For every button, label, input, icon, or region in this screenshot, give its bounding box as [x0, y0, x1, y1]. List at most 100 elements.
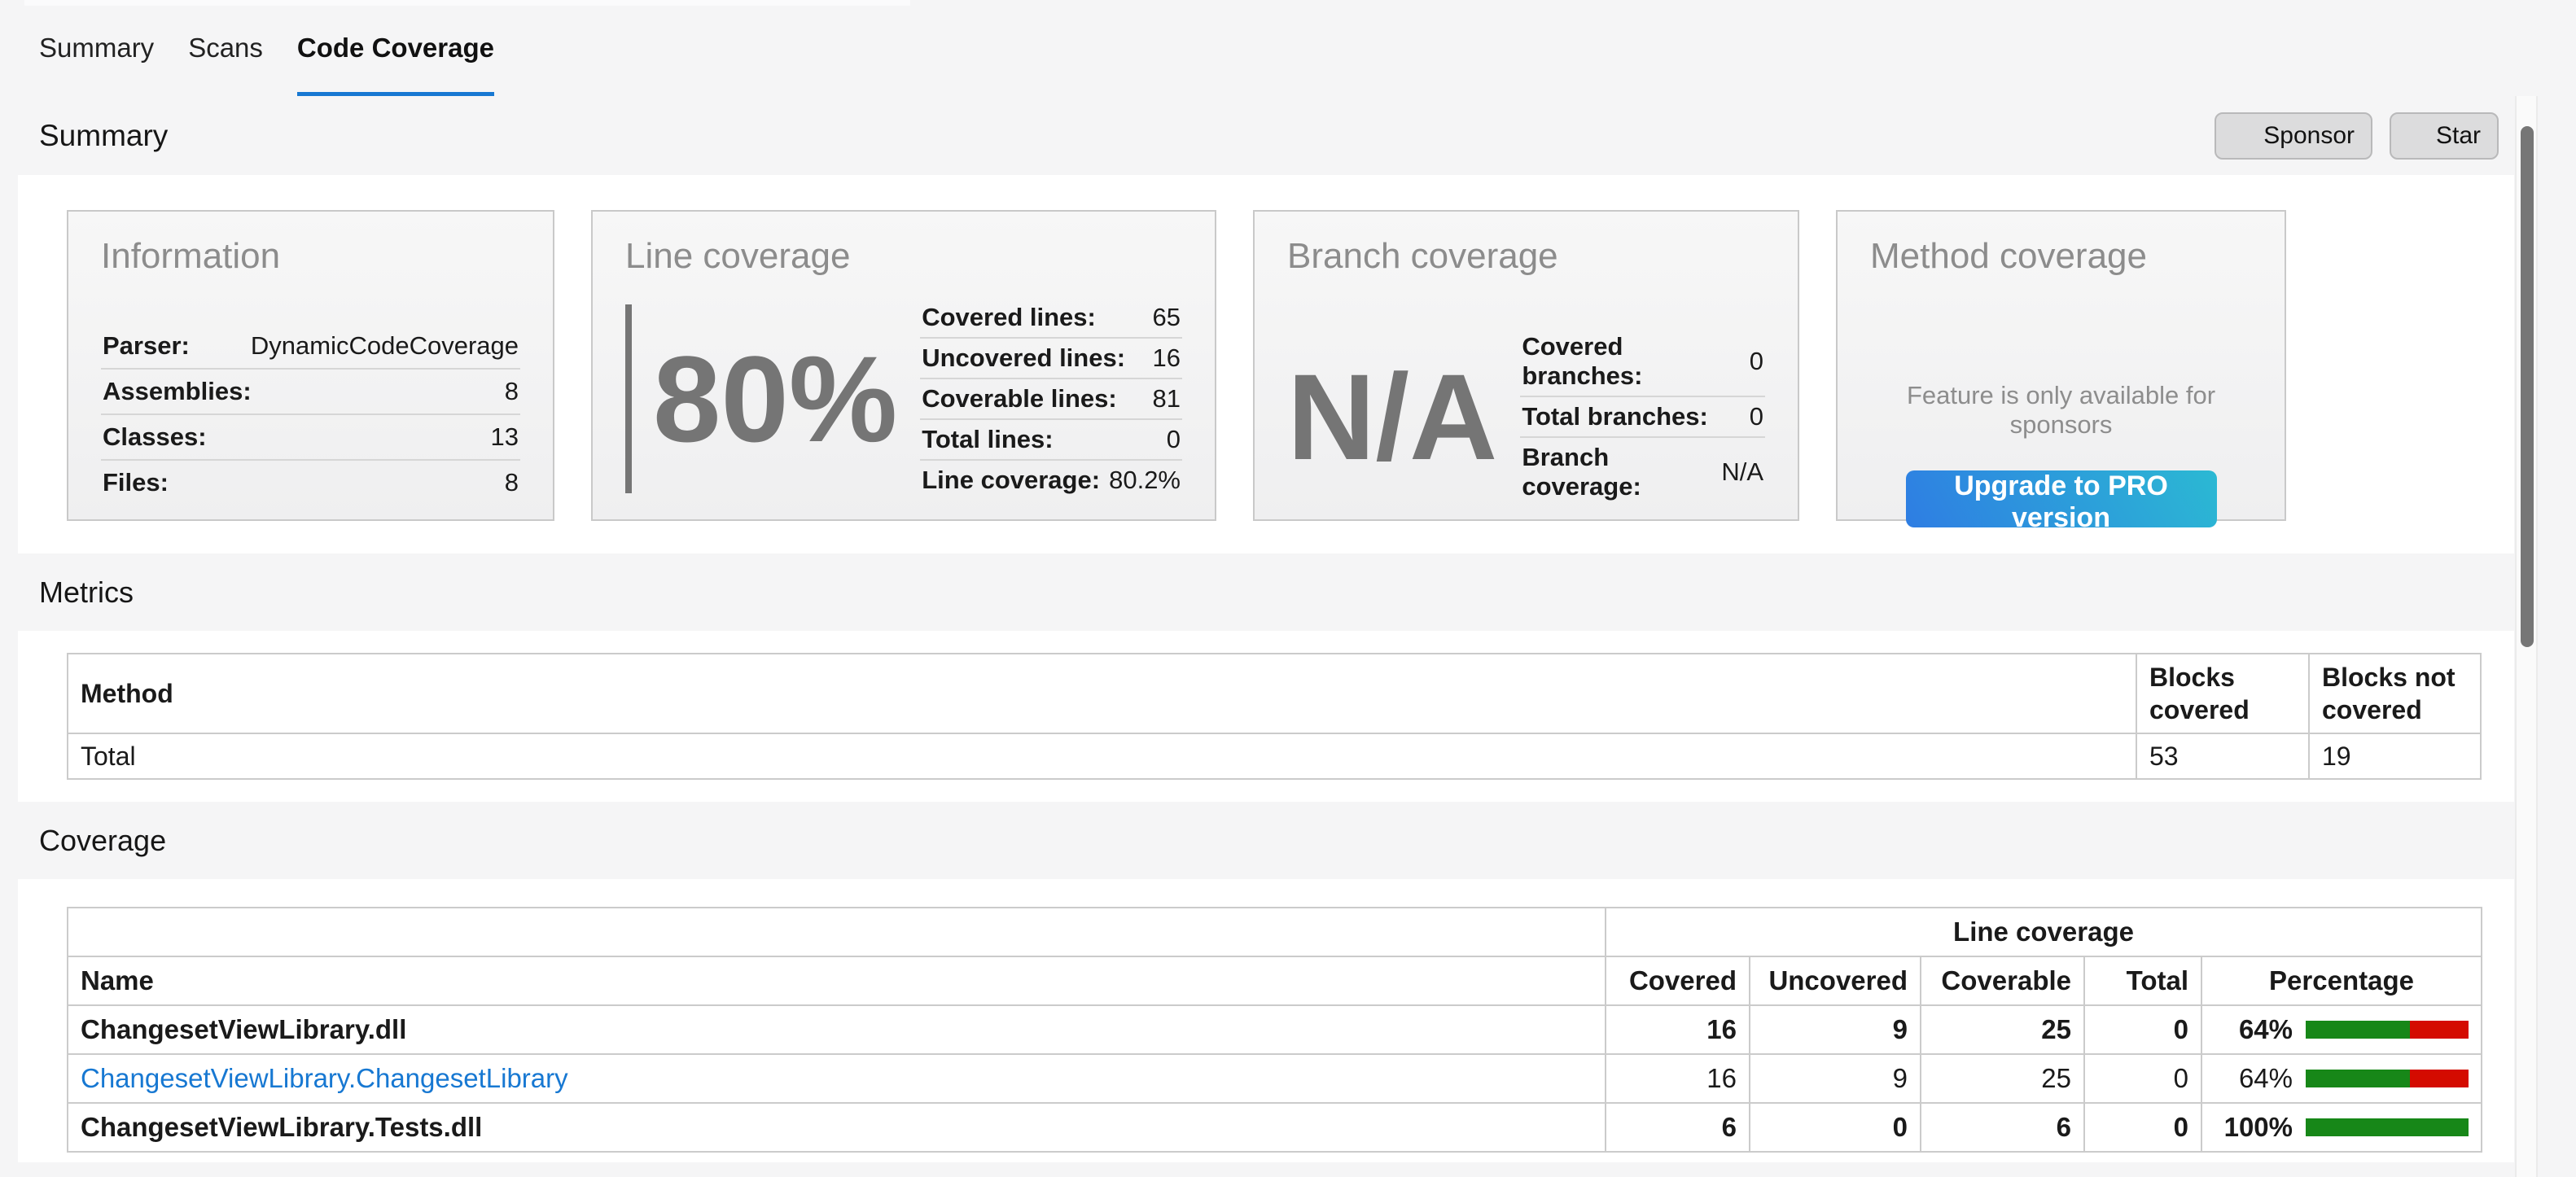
top-edge-artifact [24, 0, 910, 6]
info-row-files: Files: 8 [101, 461, 520, 505]
coverage-blank-header [67, 907, 1606, 957]
header-actions: Sponsor Star [2215, 112, 2499, 160]
scrollbar-thumb[interactable] [2521, 126, 2534, 647]
total-cell: 0 [2083, 1053, 2202, 1104]
line-label: Line coverage: [922, 466, 1101, 494]
summary-panel: Information Parser: DynamicCodeCoverage … [18, 175, 2514, 553]
coverage-bar [2306, 1021, 2469, 1039]
coverable-cell: 6 [1920, 1102, 2085, 1153]
line-label: Covered lines: [922, 303, 1096, 331]
branch-label: Total branches: [1522, 402, 1708, 431]
line-coverage-big-value: 80% [625, 304, 897, 493]
scrollbar-track[interactable] [2515, 96, 2538, 1177]
metrics-section-band: Metrics [0, 553, 2576, 631]
tab-scans[interactable]: Scans [188, 32, 263, 63]
coverage-row-assembly: ChangesetViewLibrary.Tests.dll 6 0 6 0 1… [67, 1102, 2482, 1153]
sponsor-button[interactable]: Sponsor [2215, 112, 2372, 160]
method-coverage-card-title: Method coverage [1870, 236, 2147, 276]
sponsors-only-message: Feature is only available for sponsors [1906, 381, 2216, 439]
total-cell: 0 [2083, 1102, 2202, 1153]
info-label: Assemblies: [103, 377, 252, 405]
info-label: Parser: [103, 331, 190, 360]
covered-cell: 16 [1605, 1053, 1750, 1104]
bar-covered [2306, 1118, 2469, 1136]
coverage-table: Line coverage Name Covered Uncovered Cov… [67, 907, 2482, 1153]
assembly-name: ChangesetViewLibrary.Tests.dll [67, 1102, 1606, 1153]
coverage-panel: Line coverage Name Covered Uncovered Cov… [18, 879, 2514, 1162]
branch-value: 0 [1749, 402, 1763, 431]
line-row-uncovered: Uncovered lines: 16 [920, 339, 1182, 379]
coverage-col-uncovered: Uncovered [1749, 956, 1921, 1006]
bar-covered [2306, 1070, 2410, 1087]
coverage-row-class: ChangesetViewLibrary.ChangesetLibrary 16… [67, 1053, 2482, 1104]
branch-label: Covered branches: [1522, 332, 1643, 390]
line-coverage-content: 80% Covered lines: 65 Uncovered lines: 1… [625, 298, 1182, 500]
class-link[interactable]: ChangesetViewLibrary.ChangesetLibrary [81, 1063, 568, 1093]
information-card-title: Information [101, 236, 281, 276]
coverage-col-percentage: Percentage [2201, 956, 2482, 1006]
page-title: Summary [39, 118, 169, 152]
percentage-cell: 64% [2201, 1004, 2482, 1055]
line-coverage-card-title: Line coverage [625, 236, 851, 276]
bar-covered [2306, 1021, 2410, 1039]
line-value: 80.2% [1109, 466, 1181, 494]
line-row-total: Total lines: 0 [920, 420, 1182, 461]
branch-value: N/A [1721, 457, 1763, 486]
coverage-bar [2306, 1118, 2469, 1136]
line-value: 65 [1152, 303, 1181, 331]
branch-label: Branch coverage: [1522, 443, 1641, 501]
tab-summary[interactable]: Summary [39, 32, 155, 63]
coverage-col-name: Name [67, 956, 1606, 1006]
percentage-value: 64% [2238, 1063, 2293, 1093]
coverage-heading: Coverage [39, 823, 167, 857]
branch-row-covered: Covered branches: 0 [1520, 327, 1765, 397]
info-row-classes: Classes: 13 [101, 415, 520, 461]
line-row-covered: Covered lines: 65 [920, 298, 1182, 339]
coverage-section-band: Coverage [0, 802, 2576, 879]
metrics-header-row: Method Blocks covered Blocks not covered [67, 653, 2482, 734]
metrics-col-method: Method [67, 653, 2137, 734]
percentage-value: 64% [2238, 1014, 2293, 1044]
coverage-col-coverable: Coverable [1920, 956, 2085, 1006]
line-label: Total lines: [922, 425, 1054, 453]
branch-value: 0 [1749, 347, 1763, 375]
bar-uncovered [2410, 1021, 2469, 1039]
coverage-bar [2306, 1070, 2469, 1087]
line-coverage-group-header: Line coverage [1605, 907, 2482, 957]
coverage-group-header-row: Line coverage [67, 907, 2482, 957]
upgrade-pro-button[interactable]: Upgrade to PRO version [1905, 470, 2217, 533]
uncovered-cell: 9 [1749, 1004, 1921, 1055]
branch-row-total: Total branches: 0 [1520, 397, 1765, 438]
info-row-parser: Parser: DynamicCodeCoverage [101, 324, 520, 370]
assembly-name: ChangesetViewLibrary.dll [67, 1004, 1606, 1055]
info-label: Classes: [103, 422, 207, 451]
summary-cards: Information Parser: DynamicCodeCoverage … [67, 210, 2514, 533]
metrics-col-blocks-covered: Blocks covered [2136, 653, 2310, 734]
uncovered-cell: 9 [1749, 1053, 1921, 1104]
method-coverage-card: Method coverage Feature is only availabl… [1836, 210, 2286, 533]
metrics-total-label: Total [67, 733, 2137, 780]
line-row-coverable: Coverable lines: 81 [920, 379, 1182, 420]
line-label: Coverable lines: [922, 384, 1117, 413]
metrics-total-row: Total 53 19 [67, 733, 2482, 780]
branch-coverage-list: Covered branches: 0 Total branches: 0 Br… [1520, 327, 1765, 506]
information-card: Information Parser: DynamicCodeCoverage … [67, 210, 554, 521]
line-label: Uncovered lines: [922, 343, 1126, 372]
coverable-cell: 25 [1920, 1004, 2085, 1055]
percentage-cell: 64% [2201, 1053, 2482, 1104]
info-value: 8 [504, 468, 519, 497]
uncovered-cell: 0 [1749, 1102, 1921, 1153]
metrics-total-not-covered: 19 [2308, 733, 2482, 780]
line-value: 16 [1152, 343, 1181, 372]
star-button[interactable]: Star [2390, 112, 2499, 160]
tab-code-coverage[interactable]: Code Coverage [296, 0, 494, 96]
metrics-panel: Method Blocks covered Blocks not covered… [18, 631, 2514, 802]
coverage-col-covered: Covered [1605, 956, 1750, 1006]
coverage-header-row: Name Covered Uncovered Coverable Total P… [67, 956, 2482, 1006]
line-value: 81 [1152, 384, 1181, 413]
info-value: 8 [504, 377, 519, 405]
branch-row-percentage: Branch coverage: N/A [1520, 438, 1765, 506]
tab-bar: Summary Scans Code Coverage [0, 0, 2576, 96]
percentage-cell: 100% [2201, 1102, 2482, 1153]
covered-cell: 6 [1605, 1102, 1750, 1153]
